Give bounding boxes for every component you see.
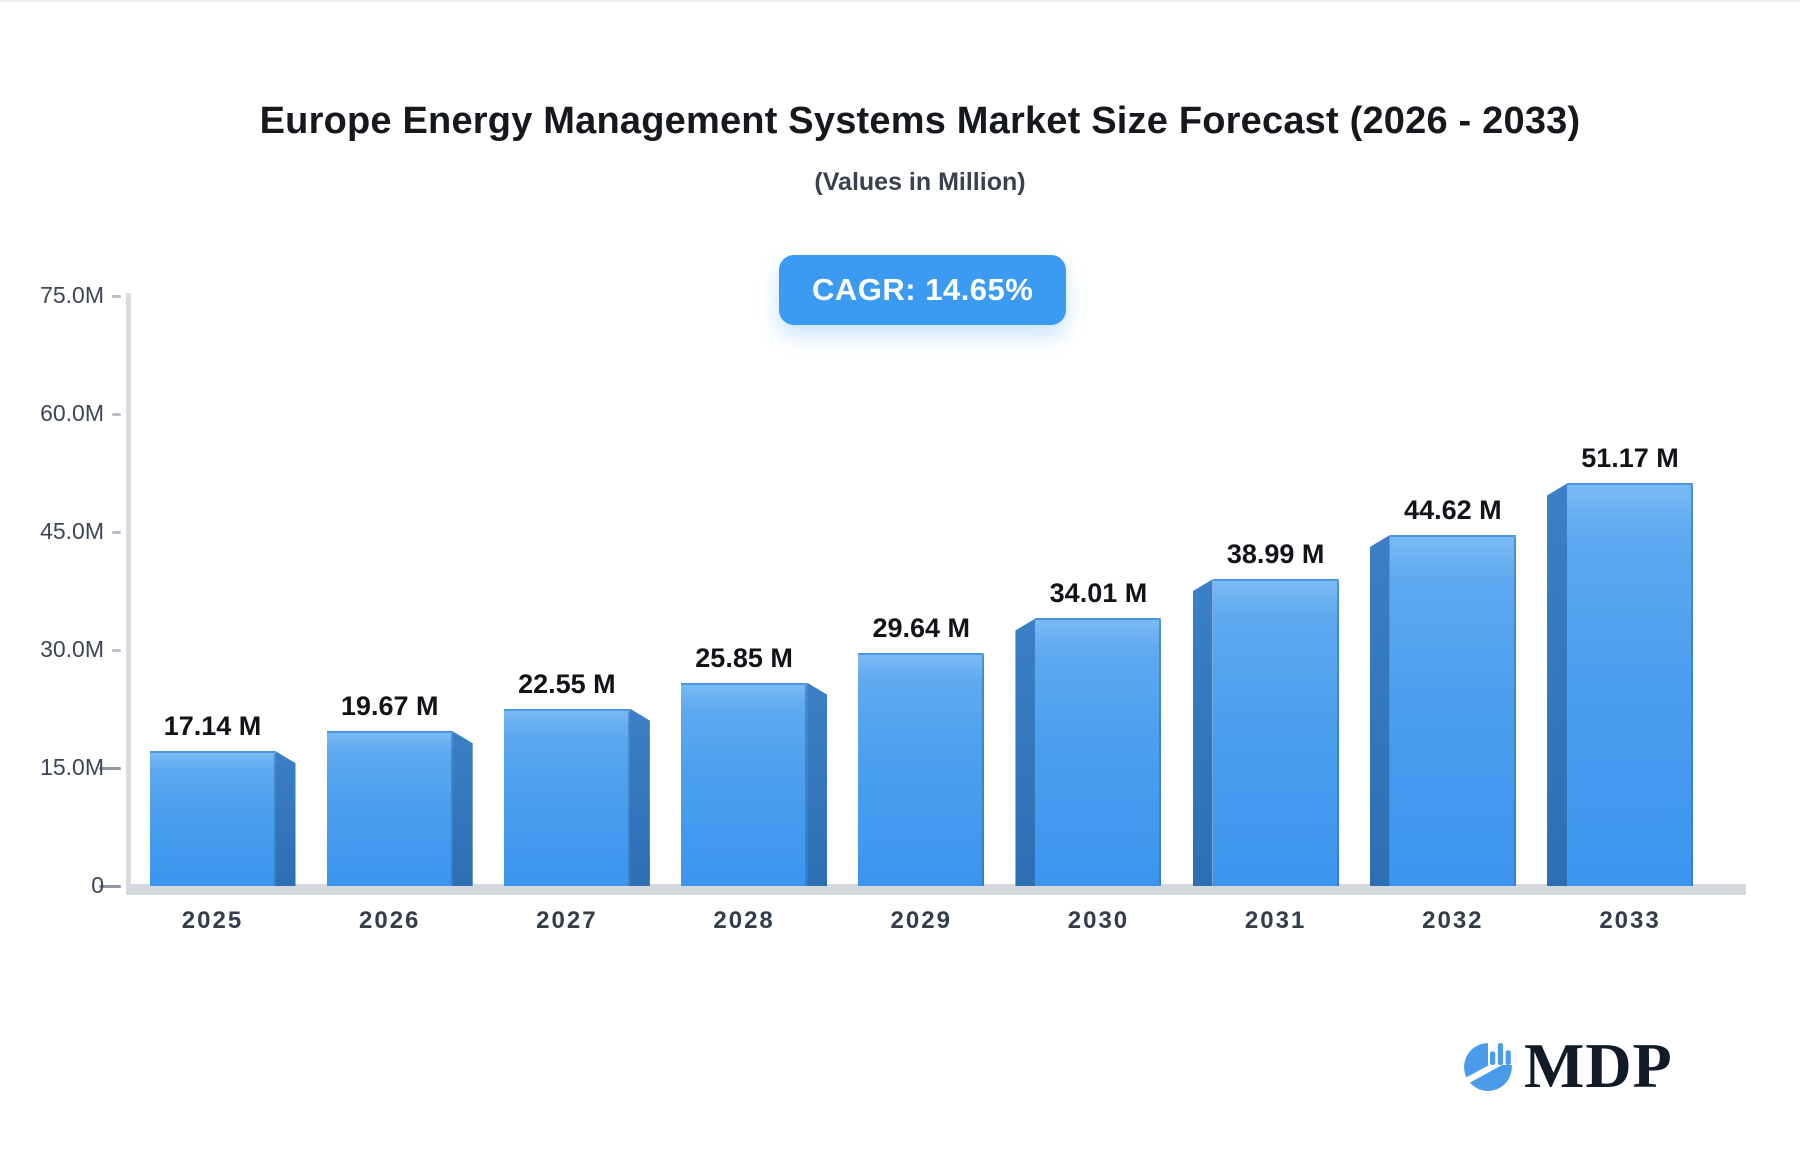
bar-2030 xyxy=(1035,618,1162,886)
bar-value-label: 38.99 M xyxy=(1226,539,1325,570)
bar-2025 xyxy=(149,751,276,886)
bar-value-label: 25.85 M xyxy=(695,642,793,673)
y-tick-mark xyxy=(112,648,121,652)
bar-3d-side-face xyxy=(452,731,473,886)
bar-value-label: 34.01 M xyxy=(1049,578,1148,609)
brand-logo: MDP xyxy=(1462,1034,1673,1098)
x-axis-label: 2026 xyxy=(358,907,421,934)
y-axis-tick-label: 75.0M xyxy=(40,282,104,308)
y-axis-tick-label: 15.0M xyxy=(40,754,104,780)
bar-3d-side-face xyxy=(1369,534,1390,886)
x-axis-label: 2029 xyxy=(890,907,952,934)
x-axis-label: 2025 xyxy=(181,907,244,934)
y-axis-tick-label: 45.0M xyxy=(40,518,104,544)
x-axis-label: 2027 xyxy=(536,907,598,934)
x-axis-label: 2030 xyxy=(1067,907,1130,934)
x-axis-label: 2032 xyxy=(1422,907,1484,934)
x-axis-label: 2031 xyxy=(1244,907,1307,934)
x-axis-line xyxy=(126,884,1746,895)
x-axis-label: 2033 xyxy=(1599,907,1661,934)
y-tick-mark xyxy=(112,530,121,534)
y-axis-line xyxy=(126,293,131,887)
pie-chart-icon xyxy=(1463,1040,1516,1091)
bar-3d-side-face xyxy=(1547,483,1568,886)
bar-3d-side-face xyxy=(629,708,650,886)
chart-title: Europe Energy Management Systems Market … xyxy=(259,100,1581,142)
bar-value-label: 22.55 M xyxy=(518,668,616,699)
bar-2029 xyxy=(858,652,985,886)
y-axis-tick-label: 30.0M xyxy=(40,636,104,662)
y-axis-tick-label: 0 xyxy=(91,872,104,898)
bar-3d-side-face xyxy=(275,751,296,886)
x-axis-label: 2028 xyxy=(713,907,775,934)
bar-2027 xyxy=(503,708,630,886)
brand-name: MDP xyxy=(1524,1030,1673,1101)
bar-3d-side-face xyxy=(1192,579,1213,886)
bar-2031 xyxy=(1212,579,1339,886)
y-tick-mark xyxy=(112,294,121,298)
bar-3d-side-face xyxy=(1015,618,1036,886)
bar-value-label: 44.62 M xyxy=(1404,494,1502,525)
bar-value-label: 19.67 M xyxy=(340,691,439,722)
bar-value-label: 17.14 M xyxy=(163,711,262,742)
bar-3d-side-face xyxy=(807,682,828,886)
bar-2028 xyxy=(681,682,808,886)
y-tick-mark xyxy=(99,766,121,770)
bar-2032 xyxy=(1389,534,1516,886)
bar-value-label: 51.17 M xyxy=(1581,443,1679,474)
y-tick-mark xyxy=(99,884,121,888)
bar-2026 xyxy=(326,731,453,886)
cagr-badge: CAGR: 14.65% xyxy=(779,255,1067,325)
y-axis-tick-label: 60.0M xyxy=(40,400,104,426)
bar-value-label: 29.64 M xyxy=(872,612,971,643)
y-tick-mark xyxy=(112,412,121,416)
chart-subtitle: (Values in Million) xyxy=(814,168,1026,196)
bar-2033 xyxy=(1567,483,1694,886)
